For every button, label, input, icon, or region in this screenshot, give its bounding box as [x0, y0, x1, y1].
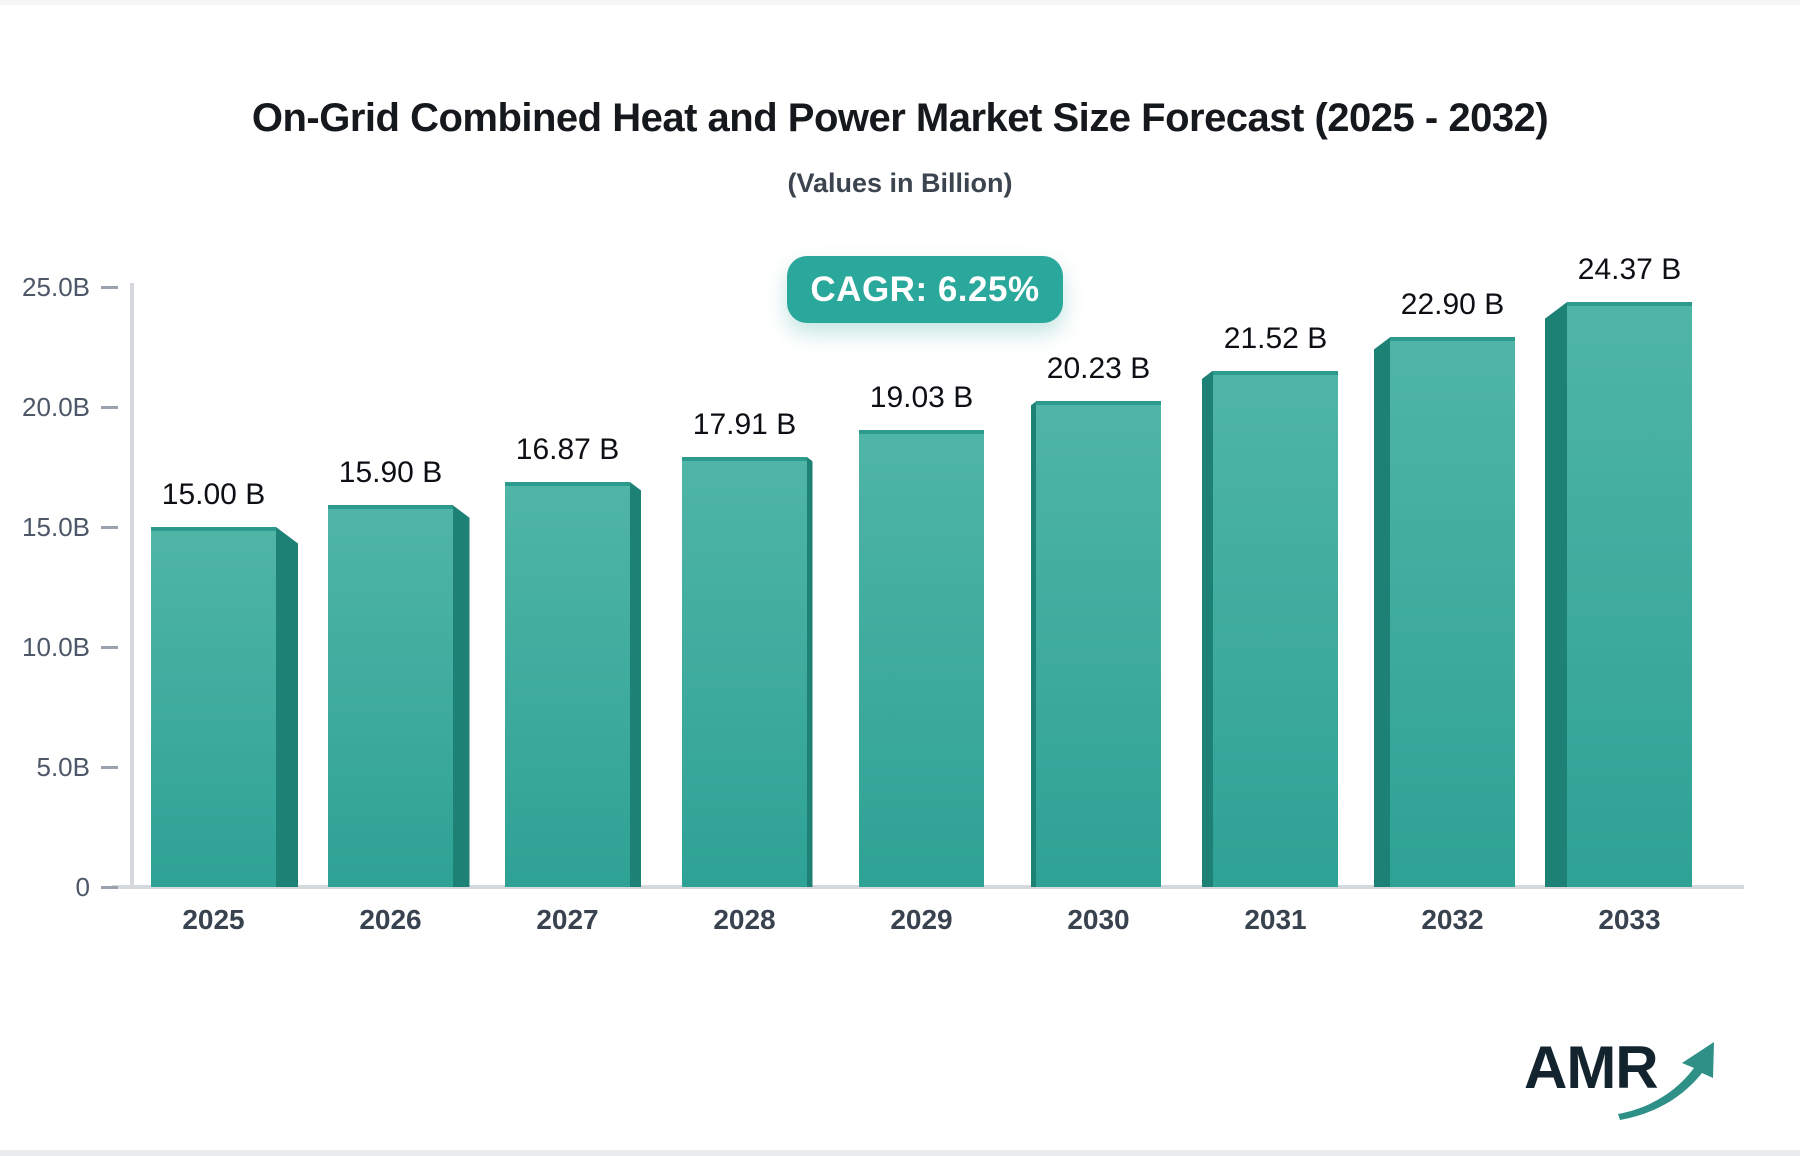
y-tick-dash [101, 645, 118, 649]
chart-title: On-Grid Combined Heat and Power Market S… [251, 96, 1549, 140]
x-tick-label: 2032 [1421, 904, 1484, 935]
bar [151, 527, 276, 887]
growth-arrow-icon [1618, 1042, 1714, 1120]
x-tick-label: 2027 [536, 904, 599, 935]
y-tick-label: 25.0B [22, 272, 90, 302]
bar [328, 505, 453, 887]
cagr-badge-label: CAGR: 6.25% [810, 269, 1040, 309]
bar-value-label: 24.37 B [1577, 253, 1682, 287]
bar-side-face [453, 505, 470, 887]
x-tick-label: 2025 [182, 904, 245, 935]
x-tick-label: 2030 [1067, 904, 1130, 935]
bar-value-label: 20.23 B [1046, 352, 1151, 386]
y-tick-dash [101, 765, 118, 769]
y-tick-label: 20.0B [22, 392, 90, 422]
y-tick-dash [101, 885, 118, 889]
bar [1213, 370, 1338, 887]
x-tick-label: 2031 [1244, 904, 1307, 935]
y-tick-label: 10.0B [22, 632, 90, 662]
x-tick-label: 2033 [1598, 904, 1661, 935]
bar-side-face [807, 457, 813, 887]
bottom-edge-strip [0, 1150, 1800, 1156]
bar-side-face [1202, 370, 1213, 887]
y-tick-dash [101, 405, 118, 409]
bar-value-label: 17.91 B [692, 408, 797, 442]
x-tick-label: 2028 [713, 904, 776, 935]
bar [1036, 401, 1161, 887]
y-axis-line [130, 283, 134, 889]
cagr-badge: CAGR: 6.25% [787, 256, 1063, 323]
y-tick-dash [101, 285, 118, 289]
bar-side-face [630, 482, 641, 887]
y-tick-label: 0 [75, 872, 90, 902]
top-edge-strip [0, 0, 1800, 5]
bar-side-face [1545, 302, 1567, 887]
bar-side-face [276, 527, 298, 887]
bar [1567, 302, 1692, 887]
bar-value-label: 22.90 B [1400, 288, 1505, 322]
bar [682, 457, 807, 887]
bar [1390, 337, 1515, 887]
bar-value-label: 15.90 B [338, 456, 443, 490]
x-tick-label: 2029 [890, 904, 953, 935]
x-axis-baseline [112, 885, 1744, 889]
bar-value-label: 19.03 B [869, 381, 974, 415]
bar [859, 430, 984, 887]
bar-value-label: 21.52 B [1223, 321, 1328, 355]
amr-logo-text: AMR [1524, 1034, 1659, 1101]
bar [505, 482, 630, 887]
amr-logo: AMR [1524, 1036, 1724, 1126]
bar-value-label: 15.00 B [161, 478, 266, 511]
y-tick-label: 5.0B [36, 752, 91, 782]
y-tick-dash [101, 525, 118, 529]
chart-subtitle: (Values in Billion) [787, 168, 1013, 198]
bar-side-face [1030, 401, 1036, 887]
x-tick-label: 2026 [359, 904, 422, 935]
y-tick-label: 15.0B [22, 512, 90, 542]
bar-side-face [1373, 337, 1390, 887]
bar-value-label: 16.87 B [515, 433, 620, 467]
